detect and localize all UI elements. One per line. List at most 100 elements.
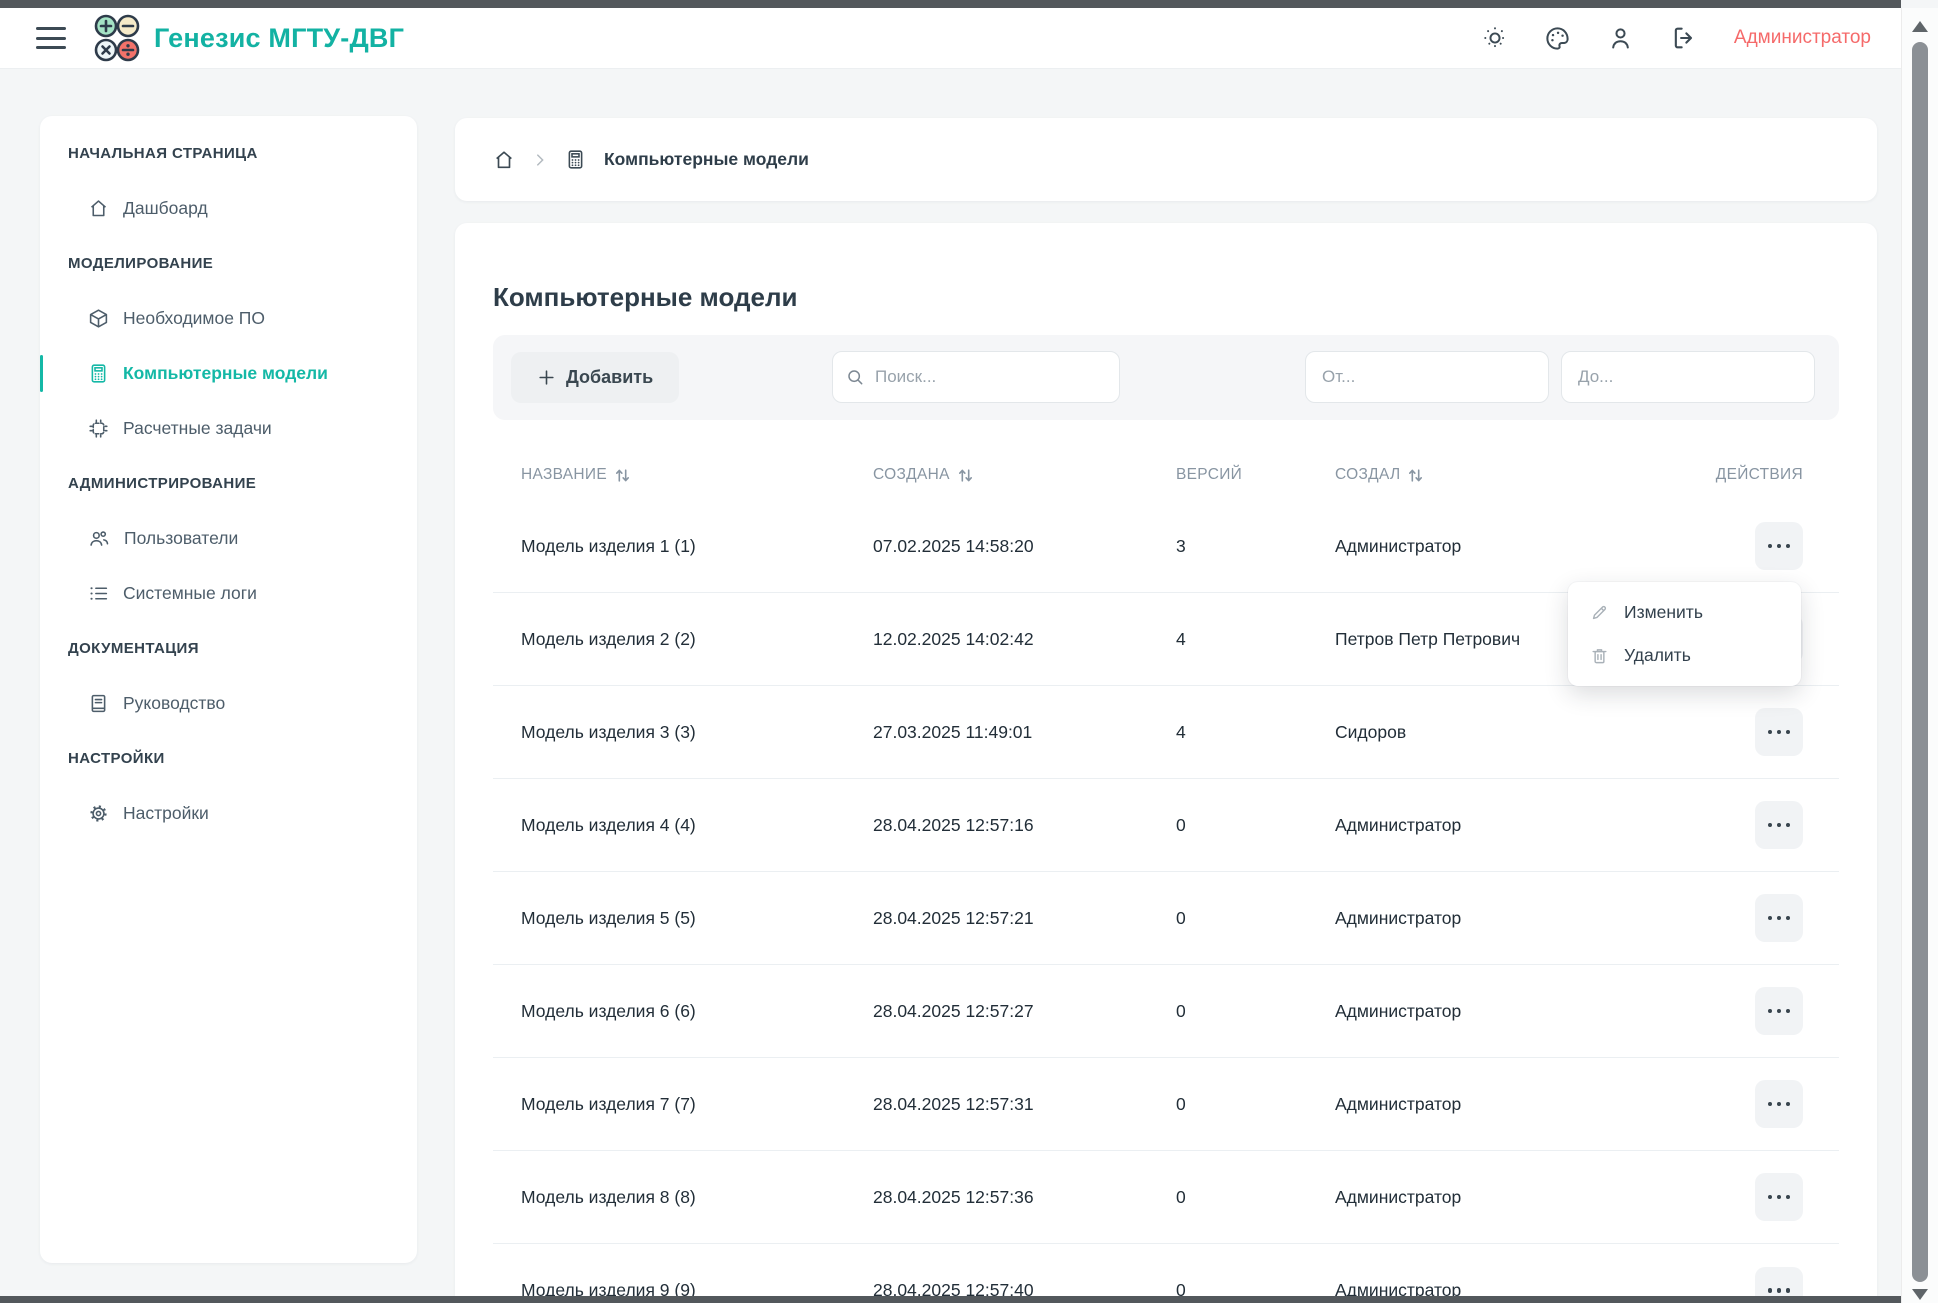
scroll-down-icon[interactable] [1912, 1289, 1928, 1300]
book-icon [88, 693, 109, 714]
sidebar-section-documentation: ДОКУМЕНТАЦИЯ [68, 640, 199, 657]
breadcrumb-current: Компьютерные модели [604, 149, 809, 169]
cell-author: Петров Петр Петрович [1335, 628, 1521, 649]
sort-icon [957, 467, 974, 484]
calculator-icon [565, 149, 586, 170]
row-actions-button[interactable] [1755, 801, 1803, 849]
cell-author: Администратор [1335, 1093, 1462, 1114]
row-actions-button[interactable] [1755, 987, 1803, 1035]
cell-created: 28.04.2025 12:57:27 [873, 1000, 1034, 1021]
cell-versions: 0 [1176, 907, 1186, 928]
sidebar-item-required-software[interactable]: Необходимое ПО [40, 291, 417, 346]
content-card: Компьютерные модели Добавить НАЗВАНИЕ СО… [455, 223, 1877, 1303]
context-menu-edit[interactable]: Изменить [1568, 591, 1801, 634]
cell-name: Модель изделия 2 (2) [521, 628, 696, 649]
sidebar-item-label: Дашбоард [123, 198, 208, 218]
cell-versions: 0 [1176, 1000, 1186, 1021]
sidebar-section-settings: НАСТРОЙКИ [68, 750, 165, 767]
row-actions-button[interactable] [1755, 708, 1803, 756]
date-from-input[interactable] [1305, 351, 1549, 403]
cell-author: Администратор [1335, 1280, 1462, 1300]
search-input[interactable] [875, 367, 1107, 387]
plus-icon [537, 368, 556, 387]
window-top-strip [0, 0, 1901, 8]
cell-versions: 0 [1176, 814, 1186, 835]
cell-name: Модель изделия 7 (7) [521, 1093, 696, 1114]
sidebar-section-administration: АДМИНИСТРИРОВАНИЕ [68, 475, 257, 492]
table-row: Модель изделия 5 (5) 28.04.2025 12:57:21… [493, 872, 1839, 965]
sidebar-item-label: Системные логи [123, 583, 257, 603]
home-icon[interactable] [493, 149, 515, 171]
pencil-icon [1590, 603, 1609, 622]
cube-icon [88, 308, 109, 329]
cell-versions: 0 [1176, 1186, 1186, 1207]
row-actions-button[interactable] [1755, 522, 1803, 570]
table-header: НАЗВАНИЕ СОЗДАНА ВЕРСИЙ СОЗДАЛ ДЕЙСТВИЯ [493, 450, 1839, 500]
sidebar-item-label: Руководство [123, 693, 226, 713]
page-title: Компьютерные модели [493, 282, 798, 312]
cell-name: Модель изделия 1 (1) [521, 535, 696, 556]
logout-icon[interactable] [1670, 24, 1698, 52]
cell-versions: 4 [1176, 628, 1186, 649]
theme-sun-icon[interactable] [1482, 25, 1508, 51]
brand-title: Генезис МГТУ-ДВГ [154, 22, 405, 53]
sidebar-item-label: Необходимое ПО [123, 308, 265, 328]
row-actions-button[interactable] [1755, 1173, 1803, 1221]
date-to-input[interactable] [1561, 351, 1815, 403]
current-user-label[interactable]: Администратор [1733, 27, 1871, 48]
sidebar-item-calculation-tasks[interactable]: Расчетные задачи [40, 401, 417, 456]
row-actions-button[interactable] [1755, 894, 1803, 942]
search-field [832, 351, 1120, 403]
scrollbar-thumb[interactable] [1912, 42, 1928, 1282]
sidebar-item-label: Расчетные задачи [123, 418, 272, 438]
context-menu-delete[interactable]: Удалить [1568, 634, 1801, 677]
users-icon [88, 528, 110, 549]
table-row: Модель изделия 6 (6) 28.04.2025 12:57:27… [493, 965, 1839, 1058]
row-actions-button[interactable] [1755, 1080, 1803, 1128]
sort-icon [1407, 467, 1424, 484]
window-bottom-strip [0, 1296, 1901, 1303]
column-header-author[interactable]: СОЗДАЛ [1307, 466, 1677, 484]
sidebar-item-users[interactable]: Пользователи [40, 511, 417, 566]
breadcrumb: Компьютерные модели [455, 118, 1877, 201]
sidebar-item-computer-models[interactable]: Компьютерные модели [40, 346, 417, 401]
sidebar-item-dashboard[interactable]: Дашбоард [40, 181, 417, 236]
profile-icon[interactable] [1607, 25, 1634, 52]
cell-created: 28.04.2025 12:57:40 [873, 1280, 1034, 1300]
column-header-created[interactable]: СОЗДАНА [845, 466, 1148, 484]
sidebar-item-label: Настройки [123, 803, 209, 823]
add-button[interactable]: Добавить [511, 352, 680, 403]
sidebar-item-system-logs[interactable]: Системные логи [40, 566, 417, 621]
cell-name: Модель изделия 3 (3) [521, 721, 696, 742]
table-row: Модель изделия 7 (7) 28.04.2025 12:57:31… [493, 1058, 1839, 1151]
cell-name: Модель изделия 9 (9) [521, 1280, 696, 1300]
sidebar: НАЧАЛЬНАЯ СТРАНИЦА Дашбоард МОДЕЛИРОВАНИ… [40, 116, 417, 1263]
cell-name: Модель изделия 4 (4) [521, 814, 696, 835]
cell-versions: 3 [1176, 535, 1186, 556]
cell-created: 12.02.2025 14:02:42 [873, 628, 1034, 649]
sidebar-item-settings[interactable]: Настройки [40, 786, 417, 841]
list-icon [88, 583, 109, 604]
app-logo [92, 13, 142, 63]
sidebar-item-manual[interactable]: Руководство [40, 676, 417, 731]
page-scrollbar[interactable] [1901, 8, 1938, 1303]
menu-icon[interactable] [36, 27, 66, 49]
column-header-actions: ДЕЙСТВИЯ [1715, 466, 1803, 483]
cell-author: Администратор [1335, 907, 1462, 928]
sort-icon [614, 467, 631, 484]
column-header-name[interactable]: НАЗВАНИЕ [493, 466, 845, 484]
app-header: Генезис МГТУ-ДВГ [0, 8, 1901, 69]
cell-author: Администратор [1335, 1186, 1462, 1207]
scroll-up-icon[interactable] [1912, 21, 1928, 32]
table-row: Модель изделия 8 (8) 28.04.2025 12:57:36… [493, 1151, 1839, 1244]
sidebar-section-modeling: МОДЕЛИРОВАНИЕ [68, 255, 214, 272]
cell-created: 28.04.2025 12:57:16 [873, 814, 1034, 835]
cell-author: Администратор [1335, 535, 1462, 556]
cell-versions: 0 [1176, 1093, 1186, 1114]
cell-versions: 0 [1176, 1280, 1186, 1300]
cell-created: 28.04.2025 12:57:36 [873, 1186, 1034, 1207]
cell-created: 07.02.2025 14:58:20 [873, 535, 1034, 556]
cell-name: Модель изделия 6 (6) [521, 1000, 696, 1021]
palette-icon[interactable] [1544, 25, 1571, 52]
trash-icon [1590, 646, 1609, 665]
